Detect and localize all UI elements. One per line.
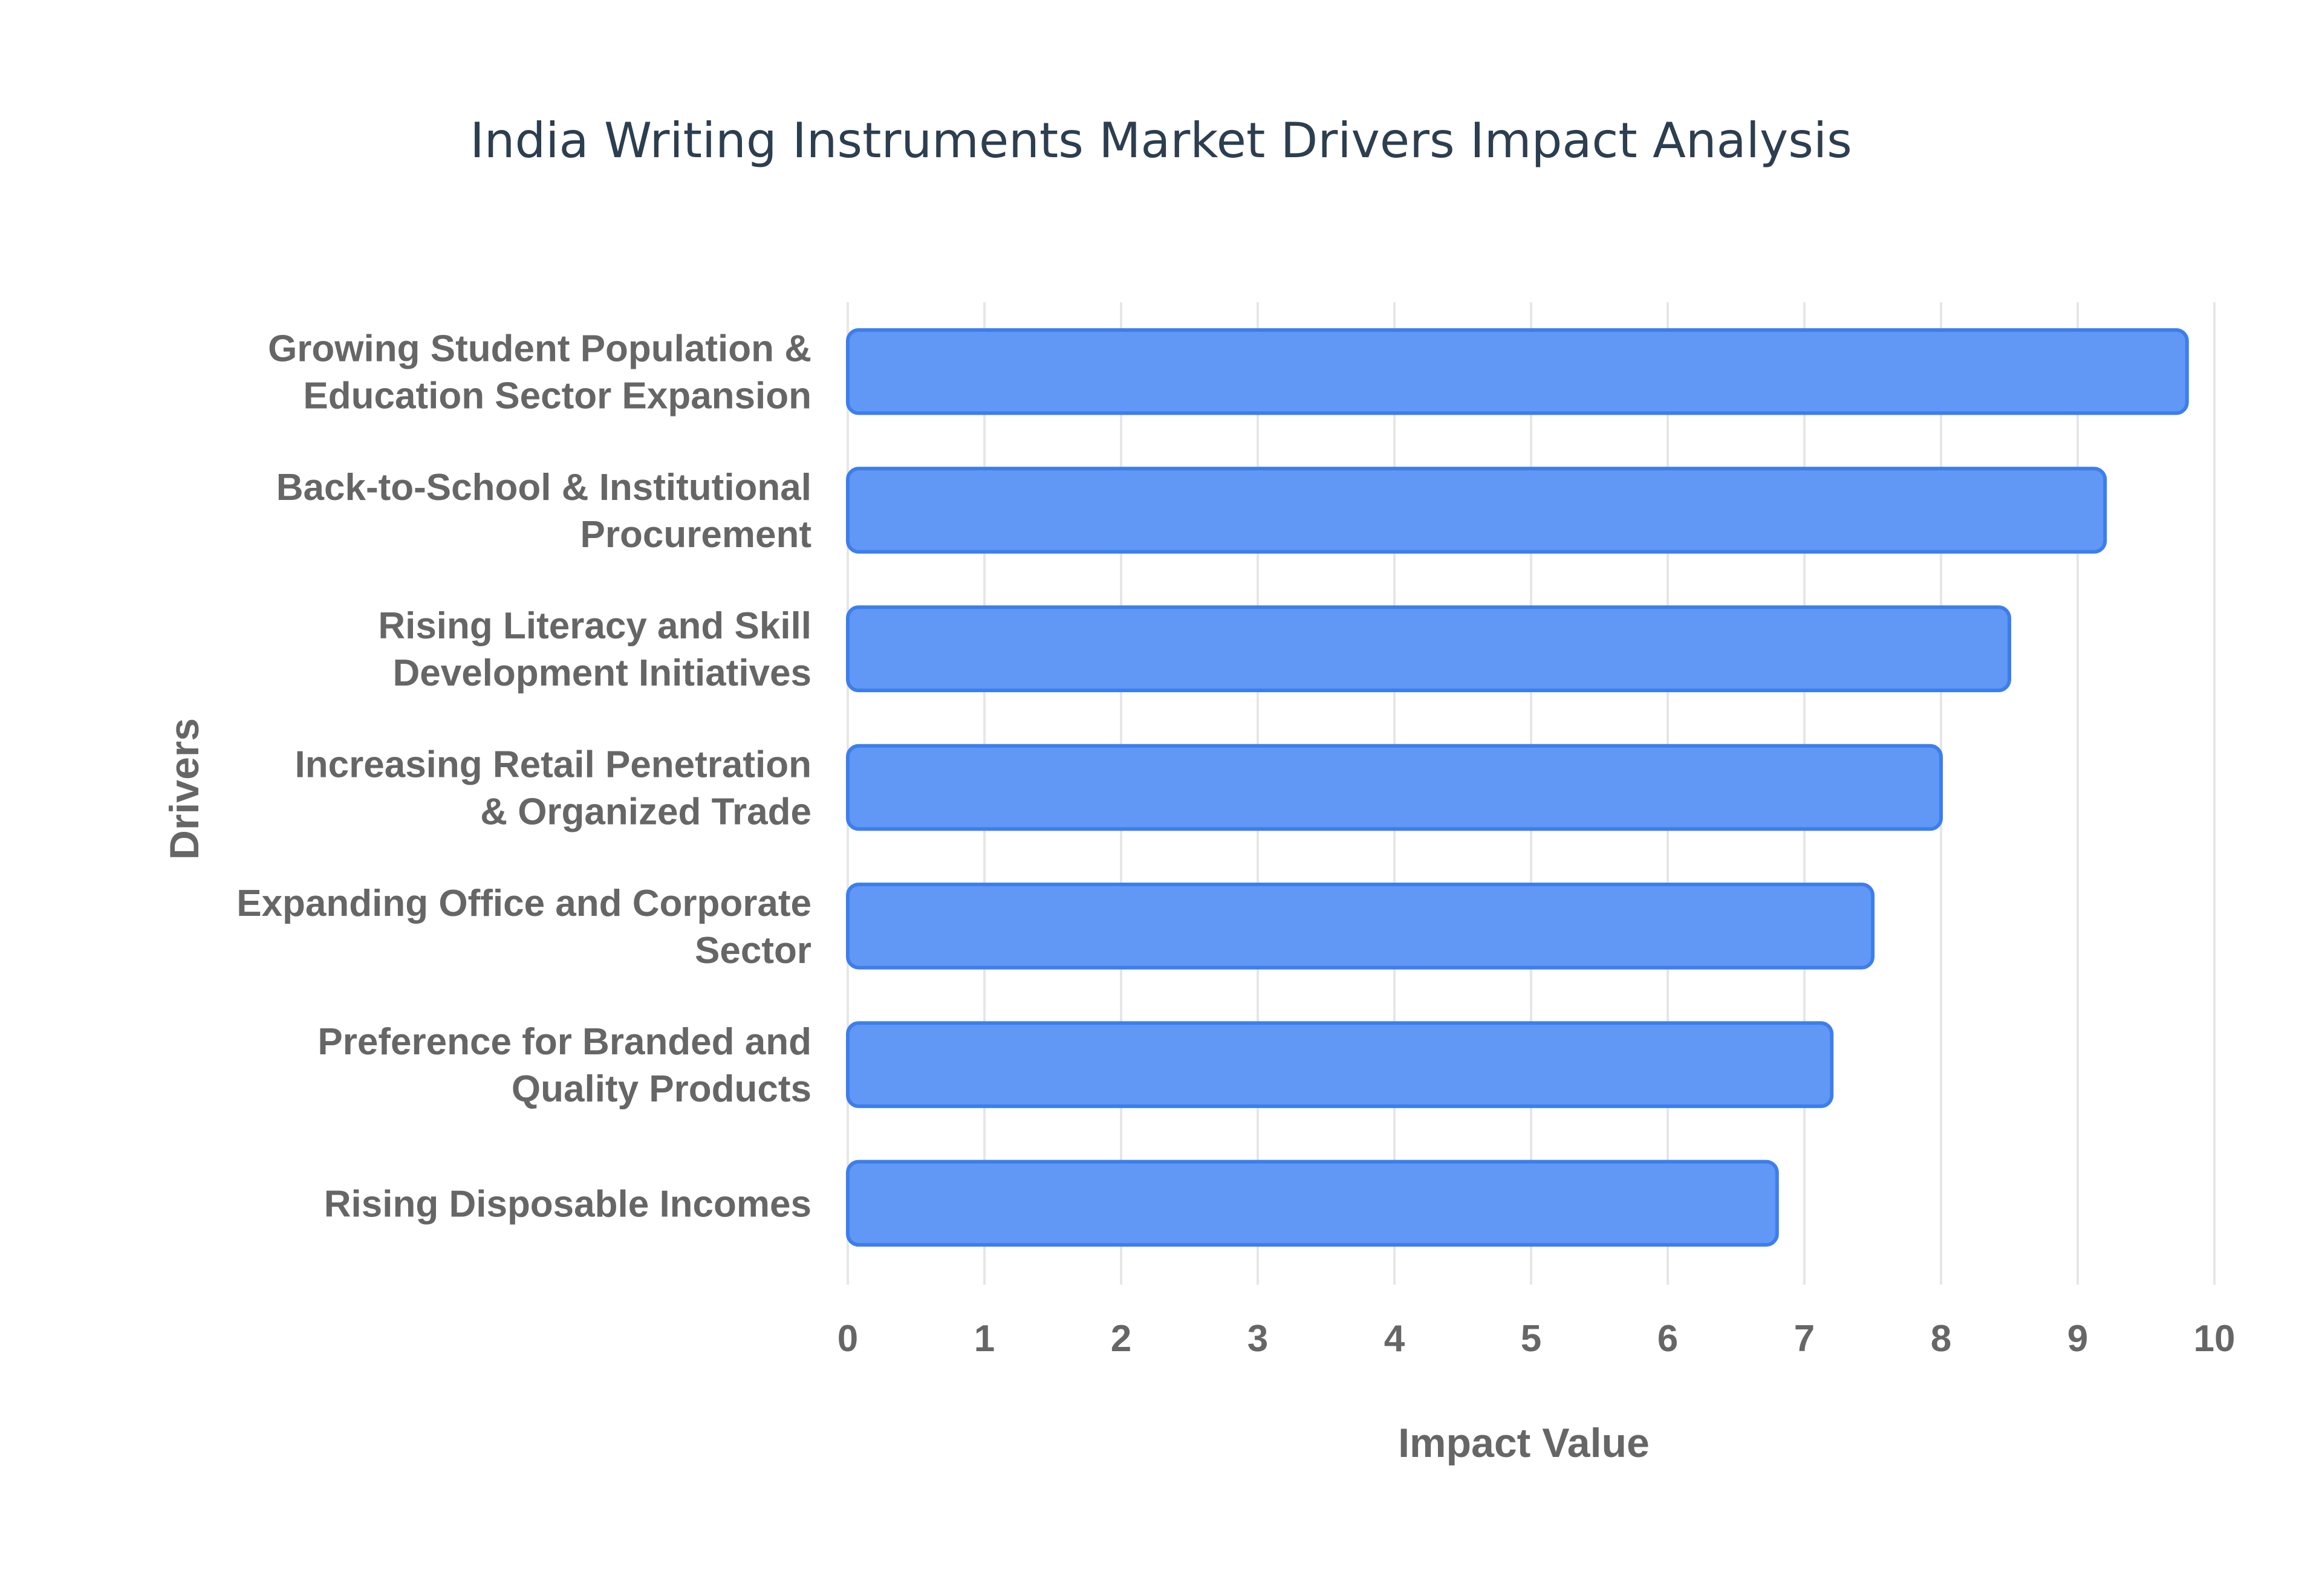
bar (846, 1160, 1779, 1247)
y-tick-label: Rising Disposable Incomes (324, 1183, 811, 1225)
y-tick-layer: Growing Student Population & Education Se… (236, 328, 811, 1225)
bar (846, 467, 2107, 554)
bar (846, 1021, 1834, 1108)
y-tick-label-line: Sector (695, 930, 811, 972)
y-tick-label-line: Preference for Branded and (317, 1021, 811, 1063)
x-tick-label: 1 (974, 1318, 995, 1360)
y-tick-label-line: & Organized Trade (480, 791, 811, 833)
y-tick-label: Expanding Office and Corporate Sector (236, 883, 811, 972)
bar (846, 744, 1943, 831)
x-tick-label: 7 (1794, 1318, 1815, 1360)
y-tick-label-line: Development Initiatives (392, 652, 811, 694)
bar (846, 883, 1875, 970)
y-tick-label-line: Procurement (580, 514, 811, 556)
y-axis-title: Drivers (161, 718, 207, 860)
y-tick-label: Preference for Branded and Quality Produc… (317, 1021, 811, 1110)
y-tick-label: Rising Literacy and Skill Development Ini… (378, 605, 811, 694)
x-tick-label: 5 (1521, 1318, 1541, 1360)
x-tick-label: 10 (2194, 1318, 2236, 1360)
x-tick-label: 6 (1657, 1318, 1678, 1360)
y-tick-label: Growing Student Population & Education Se… (268, 328, 811, 417)
bar-layer (846, 328, 2189, 1247)
y-tick-label: Increasing Retail Penetration & Organized… (295, 744, 811, 833)
x-tick-label: 9 (2067, 1318, 2088, 1360)
y-tick-label: Back-to-School & Institutional Procuremen… (276, 467, 811, 556)
y-tick-label-line: Rising Literacy and Skill (378, 605, 811, 647)
bar (846, 605, 2011, 693)
chart-title: India Writing Instruments Market Drivers… (470, 112, 1852, 169)
y-tick-label-line: Rising Disposable Incomes (324, 1183, 811, 1225)
y-tick-label-line: Expanding Office and Corporate (236, 883, 811, 924)
bar (846, 328, 2189, 415)
x-tick-label: 0 (837, 1318, 858, 1360)
x-tick-label: 8 (1931, 1318, 1951, 1360)
y-tick-label-line: Back-to-School & Institutional (276, 467, 811, 508)
x-tick-label: 4 (1384, 1318, 1405, 1360)
x-axis-title: Impact Value (1398, 1420, 1650, 1466)
x-tick-layer: 0 1 2 3 4 5 6 7 8 9 10 (837, 1318, 2236, 1360)
y-tick-label-line: Increasing Retail Penetration (295, 744, 811, 786)
x-tick-label: 2 (1111, 1318, 1131, 1360)
y-tick-label-line: Growing Student Population & (268, 328, 811, 370)
x-tick-label: 3 (1247, 1318, 1268, 1360)
y-tick-label-line: Quality Products (512, 1068, 811, 1110)
y-tick-label-line: Education Sector Expansion (303, 375, 811, 417)
